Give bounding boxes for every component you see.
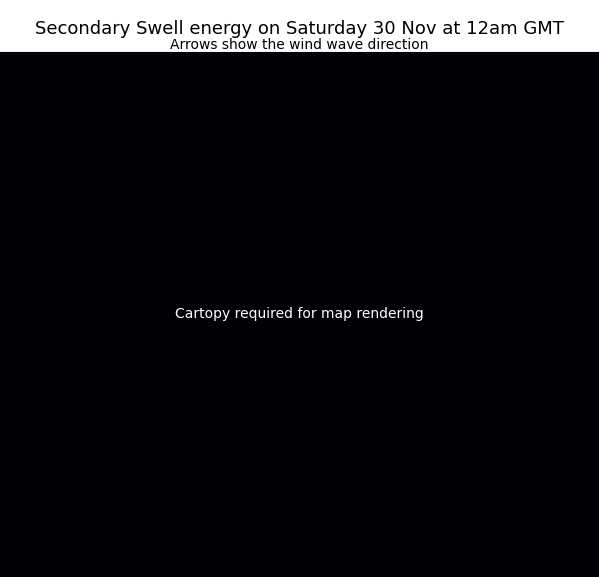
Text: Secondary Swell energy on Saturday 30 Nov at 12am GMT: Secondary Swell energy on Saturday 30 No… [35, 20, 564, 38]
Text: Arrows show the wind wave direction: Arrows show the wind wave direction [170, 38, 429, 51]
Text: Cartopy required for map rendering: Cartopy required for map rendering [175, 308, 424, 321]
